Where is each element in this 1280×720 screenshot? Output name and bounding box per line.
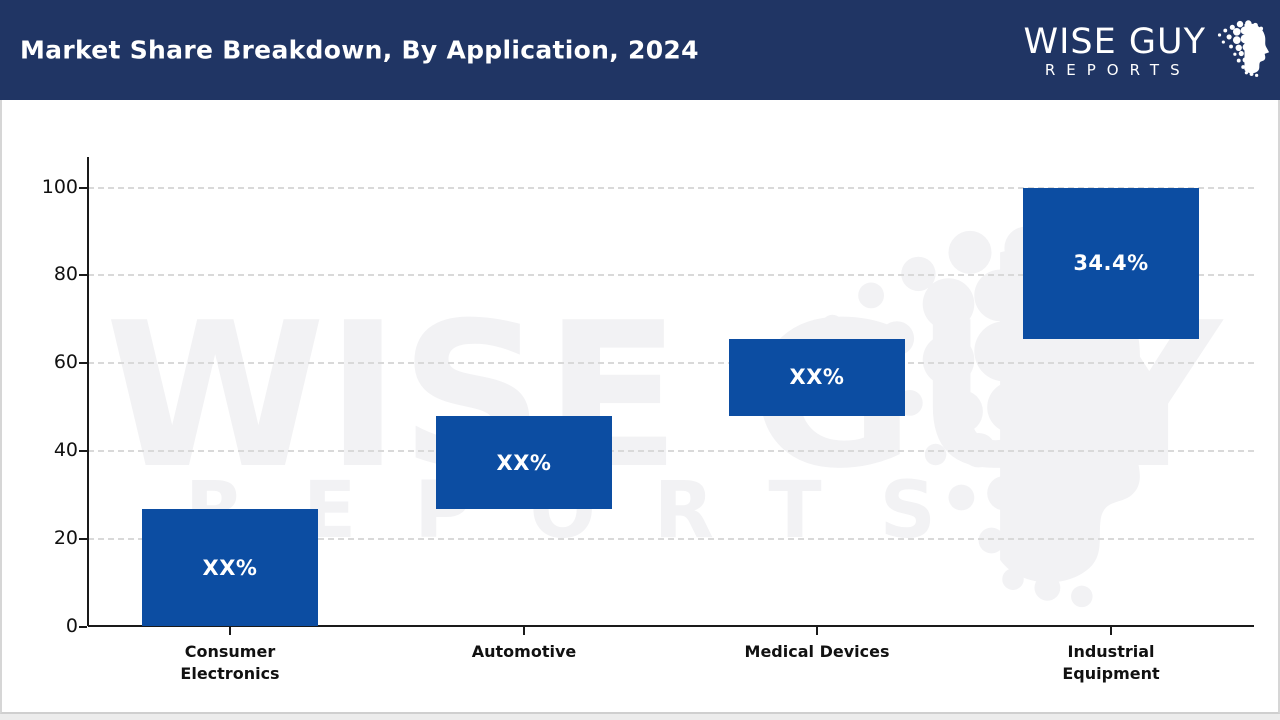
x-axis-category-label: Automotive xyxy=(471,642,577,661)
y-axis-tick-mark xyxy=(79,186,87,189)
logo-wordmark: WISE GUY xyxy=(1023,21,1206,62)
bar-automotive: XX% xyxy=(436,415,612,510)
y-axis-tick-label: 100 xyxy=(41,175,78,198)
gridline-40 xyxy=(88,449,1254,452)
logo-subtext: REPORTS xyxy=(1044,60,1191,79)
bar-medical-devices: XX% xyxy=(729,338,905,416)
x-axis-tick-mark xyxy=(1110,627,1112,635)
footer-strip xyxy=(0,714,1280,720)
x-axis-tick-mark xyxy=(523,627,525,635)
logo-face-icon xyxy=(1208,19,1272,83)
gridline-20 xyxy=(88,537,1254,540)
x-axis-category-label: Medical Devices xyxy=(744,642,890,661)
bar-industrial-equipment: 34.4% xyxy=(1023,187,1199,339)
gridline-60 xyxy=(88,362,1254,365)
gridline-100 xyxy=(88,186,1254,189)
x-axis-category-label: Industrial Equipment xyxy=(1062,642,1160,683)
y-axis-tick-mark xyxy=(79,449,87,452)
logo-wordmark-block: WISE GUY REPORTS xyxy=(1023,21,1206,79)
bar-value-label: 34.4% xyxy=(1073,251,1149,275)
gridline-80 xyxy=(88,274,1254,277)
y-axis-tick-mark xyxy=(79,537,87,540)
y-axis-tick-label: 20 xyxy=(53,526,78,549)
chart-title: Market Share Breakdown, By Application, … xyxy=(20,35,699,65)
y-axis-tick-mark xyxy=(79,362,87,365)
bar-value-label: XX% xyxy=(202,555,258,580)
y-axis-tick-mark xyxy=(79,625,87,628)
y-axis-tick-label: 80 xyxy=(53,263,78,286)
x-axis-tick-mark xyxy=(229,627,231,635)
bar-consumer-electronics: XX% xyxy=(142,509,318,627)
bar-value-label: XX% xyxy=(789,365,845,390)
y-axis-line xyxy=(86,156,89,627)
x-axis-category-label: Consumer Electronics xyxy=(180,642,280,683)
y-axis-tick-label: 0 xyxy=(65,614,78,637)
y-axis-tick-mark xyxy=(79,274,87,277)
wiseguy-logo: WISE GUY REPORTS xyxy=(1023,8,1272,94)
bar-value-label: XX% xyxy=(496,450,552,475)
x-axis-line xyxy=(88,625,1254,627)
x-axis-tick-mark xyxy=(816,627,818,635)
y-axis-tick-label: 60 xyxy=(53,351,78,374)
y-axis-tick-label: 40 xyxy=(53,438,78,461)
header-bar: Market Share Breakdown, By Application, … xyxy=(0,0,1280,100)
